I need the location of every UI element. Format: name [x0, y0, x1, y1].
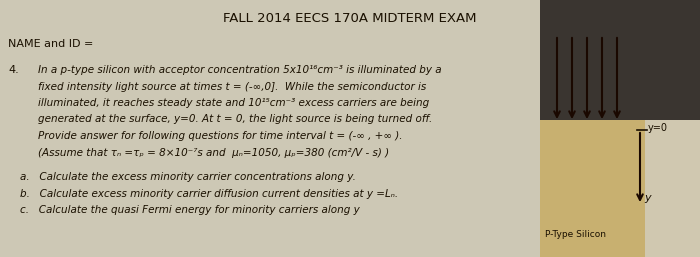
Bar: [645, 120, 700, 257]
Text: generated at the surface, y=0. At t = 0, the light source is being turned off.: generated at the surface, y=0. At t = 0,…: [38, 115, 433, 124]
Text: b.   Calculate excess minority carrier diffusion current densities at y =Lₙ.: b. Calculate excess minority carrier dif…: [20, 189, 398, 199]
Text: NAME and ID =: NAME and ID =: [8, 39, 93, 49]
Text: P-Type Silicon: P-Type Silicon: [545, 230, 606, 239]
Text: In a p-type silicon with acceptor concentration 5x10¹⁶cm⁻³ is illuminated by a: In a p-type silicon with acceptor concen…: [38, 65, 442, 75]
Bar: [540, 0, 700, 257]
Text: fixed intensity light source at times t = (-∞,0].  While the semiconductor is: fixed intensity light source at times t …: [38, 81, 426, 91]
Bar: [540, 0, 645, 257]
Text: illuminated, it reaches steady state and 10¹⁵cm⁻³ excess carriers are being: illuminated, it reaches steady state and…: [38, 98, 429, 108]
Text: (Assume that τₙ =τₚ = 8×10⁻⁷s and  μₙ=1050, μₚ=380 (cm²/V - s) ): (Assume that τₙ =τₚ = 8×10⁻⁷s and μₙ=105…: [38, 148, 389, 158]
Text: y: y: [644, 193, 650, 203]
Text: Provide answer for following questions for time interval t = (-∞ , +∞ ).: Provide answer for following questions f…: [38, 131, 402, 141]
Bar: [540, 0, 700, 120]
Text: y=0: y=0: [648, 123, 668, 133]
Bar: [645, 0, 700, 257]
Text: a.   Calculate the excess minority carrier concentrations along y.: a. Calculate the excess minority carrier…: [20, 172, 356, 182]
Text: FALL 2014 EECS 170A MIDTERM EXAM: FALL 2014 EECS 170A MIDTERM EXAM: [223, 12, 477, 25]
Bar: [0, 0, 540, 257]
Text: c.   Calculate the quasi Fermi energy for minority carriers along y: c. Calculate the quasi Fermi energy for …: [20, 205, 360, 215]
Text: 4.: 4.: [8, 65, 19, 75]
